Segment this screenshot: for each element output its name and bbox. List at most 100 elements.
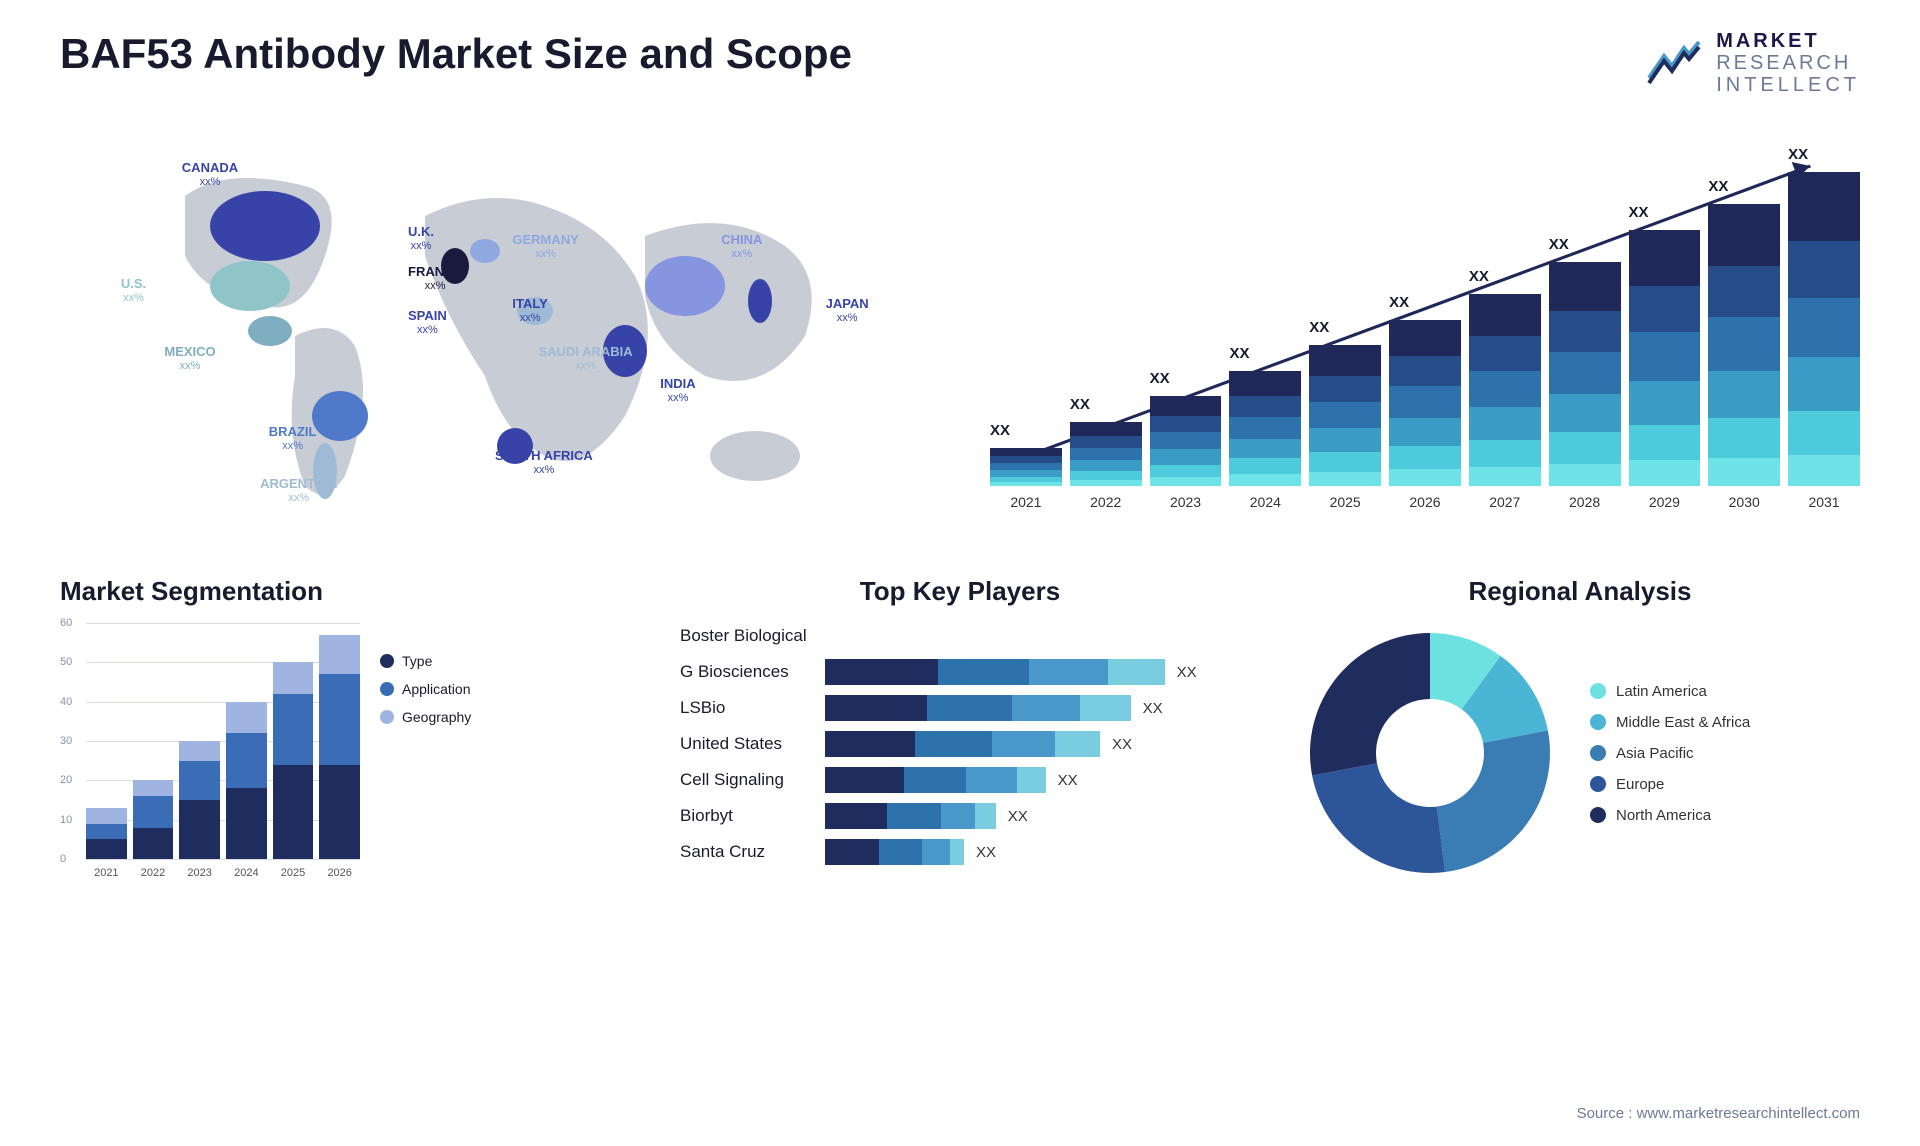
seg-bar-year: 2026 bbox=[327, 867, 351, 879]
logo-text-3: INTELLECT bbox=[1716, 74, 1860, 96]
map-label: SAUDI ARABIAxx% bbox=[539, 344, 633, 373]
logo-text-1: MARKET bbox=[1716, 30, 1860, 52]
growth-bar-value: XX bbox=[1229, 345, 1249, 362]
regional-legend-item: Europe bbox=[1590, 776, 1750, 793]
growth-bar: XX2028 bbox=[1549, 166, 1621, 486]
seg-legend-item: Type bbox=[380, 653, 471, 669]
player-bars-list: XX XX XX XX XX XX bbox=[825, 623, 1240, 865]
player-names-list: Boster Biological G Biosciences LSBio Unite… bbox=[680, 623, 807, 865]
map-label: INDIAxx% bbox=[660, 376, 695, 405]
player-value: XX bbox=[1112, 736, 1132, 753]
growth-bar: XX2025 bbox=[1309, 166, 1381, 486]
map-label: ARGENTINAxx% bbox=[260, 476, 337, 505]
seg-bar: 2024 bbox=[226, 702, 267, 859]
seg-bar: 2021 bbox=[86, 808, 127, 859]
regional-legend: Latin AmericaMiddle East & AfricaAsia Pa… bbox=[1590, 683, 1750, 824]
player-bar-row: XX bbox=[825, 731, 1240, 757]
growth-bar-year: 2030 bbox=[1729, 494, 1760, 510]
player-bar-row: XX bbox=[825, 767, 1240, 793]
growth-bar-value: XX bbox=[1309, 319, 1329, 336]
growth-bar-value: XX bbox=[1549, 236, 1569, 253]
seg-bar: 2022 bbox=[133, 780, 174, 859]
regional-legend-item: North America bbox=[1590, 807, 1750, 824]
player-bar-row: XX bbox=[825, 803, 1240, 829]
player-bar-row: XX bbox=[825, 695, 1240, 721]
seg-bar-year: 2022 bbox=[141, 867, 165, 879]
growth-bar-year: 2029 bbox=[1649, 494, 1680, 510]
seg-bar-year: 2023 bbox=[187, 867, 211, 879]
growth-bar: XX2029 bbox=[1629, 166, 1701, 486]
seg-bar: 2023 bbox=[179, 741, 220, 859]
source-attribution: Source : www.marketresearchintellect.com bbox=[1577, 1105, 1860, 1122]
seg-ytick: 50 bbox=[60, 656, 72, 668]
map-label: SPAINxx% bbox=[408, 308, 447, 337]
seg-ytick: 10 bbox=[60, 814, 72, 826]
growth-bar: XX2022 bbox=[1070, 166, 1142, 486]
map-label: CANADAxx% bbox=[182, 160, 238, 189]
player-name: Cell Signaling bbox=[680, 767, 807, 793]
logo-text-2: RESEARCH bbox=[1716, 52, 1860, 74]
player-value: XX bbox=[1008, 808, 1028, 825]
segmentation-legend: TypeApplicationGeography bbox=[380, 653, 471, 725]
growth-bar: XX2030 bbox=[1708, 166, 1780, 486]
growth-bar-value: XX bbox=[1070, 396, 1090, 413]
growth-bar-value: XX bbox=[1629, 204, 1649, 221]
regional-panel: Regional Analysis Latin AmericaMiddle Ea… bbox=[1300, 576, 1860, 926]
regional-donut bbox=[1300, 623, 1560, 883]
seg-ytick: 20 bbox=[60, 774, 72, 786]
seg-bar: 2026 bbox=[319, 635, 360, 859]
seg-ytick: 0 bbox=[60, 853, 66, 865]
donut-slice bbox=[1310, 633, 1430, 775]
map-label: ITALYxx% bbox=[512, 296, 547, 325]
world-map: CANADAxx%U.S.xx%MEXICOxx%BRAZILxx%ARGENT… bbox=[60, 136, 930, 536]
seg-ytick: 30 bbox=[60, 735, 72, 747]
growth-bar-value: XX bbox=[1708, 178, 1728, 195]
map-label: BRAZILxx% bbox=[269, 424, 317, 453]
donut-slice bbox=[1437, 731, 1550, 873]
map-label: JAPANxx% bbox=[826, 296, 869, 325]
seg-ytick: 40 bbox=[60, 696, 72, 708]
player-name: LSBio bbox=[680, 695, 807, 721]
player-name: United States bbox=[680, 731, 807, 757]
growth-bar-year: 2026 bbox=[1409, 494, 1440, 510]
growth-bar-year: 2024 bbox=[1250, 494, 1281, 510]
map-label: FRANCExx% bbox=[408, 264, 462, 293]
growth-bar-value: XX bbox=[1150, 370, 1170, 387]
growth-bar: XX2027 bbox=[1469, 166, 1541, 486]
growth-bar-value: XX bbox=[990, 422, 1010, 439]
player-bar-row: XX bbox=[825, 659, 1240, 685]
growth-bar-year: 2023 bbox=[1170, 494, 1201, 510]
key-players-title: Top Key Players bbox=[680, 576, 1240, 607]
regional-title: Regional Analysis bbox=[1300, 576, 1860, 607]
player-name: G Biosciences bbox=[680, 659, 807, 685]
logo-icon bbox=[1644, 38, 1704, 88]
growth-bar: XX2023 bbox=[1150, 166, 1222, 486]
player-name: Santa Cruz bbox=[680, 839, 807, 865]
player-name: Biorbyt bbox=[680, 803, 807, 829]
seg-bar-year: 2025 bbox=[281, 867, 305, 879]
map-label: SOUTH AFRICAxx% bbox=[495, 448, 593, 477]
map-label: U.S.xx% bbox=[121, 276, 146, 305]
seg-legend-item: Application bbox=[380, 681, 471, 697]
growth-bar-value: XX bbox=[1469, 268, 1489, 285]
growth-bar-value: XX bbox=[1389, 294, 1409, 311]
segmentation-title: Market Segmentation bbox=[60, 576, 620, 607]
growth-bar-year: 2031 bbox=[1808, 494, 1839, 510]
seg-ytick: 60 bbox=[60, 617, 72, 629]
map-label: U.K.xx% bbox=[408, 224, 434, 253]
brand-logo: MARKET RESEARCH INTELLECT bbox=[1644, 30, 1860, 96]
growth-bar-year: 2022 bbox=[1090, 494, 1121, 510]
growth-bar: XX2021 bbox=[990, 166, 1062, 486]
growth-chart: XX2021XX2022XX2023XX2024XX2025XX2026XX20… bbox=[990, 136, 1860, 516]
growth-bar: XX2024 bbox=[1229, 166, 1301, 486]
growth-bar: XX2031 bbox=[1788, 166, 1860, 486]
growth-bar-value: XX bbox=[1788, 146, 1808, 163]
donut-slice bbox=[1312, 763, 1445, 873]
map-label: CHINAxx% bbox=[721, 232, 762, 261]
player-value: XX bbox=[1143, 700, 1163, 717]
map-label: GERMANYxx% bbox=[512, 232, 578, 261]
regional-legend-item: Latin America bbox=[1590, 683, 1750, 700]
player-bar-row: XX bbox=[825, 839, 1240, 865]
growth-bar-year: 2028 bbox=[1569, 494, 1600, 510]
player-name: Boster Biological bbox=[680, 623, 807, 649]
